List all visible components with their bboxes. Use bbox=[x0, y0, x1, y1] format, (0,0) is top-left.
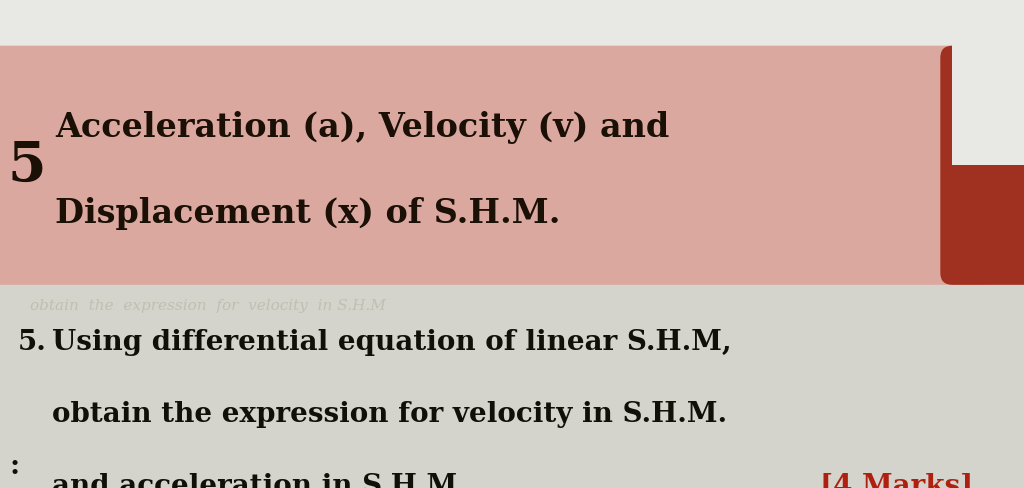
Bar bbox=[0, 273, 1024, 488]
Text: :: : bbox=[10, 452, 20, 480]
Bar bbox=[0, 0, 1024, 59]
Bar bbox=[952, 0, 1024, 166]
Text: [4 Marks]: [4 Marks] bbox=[820, 472, 973, 488]
Text: obtain  the  expression  for  velocity  in S.H.M: obtain the expression for velocity in S.… bbox=[30, 298, 386, 312]
Text: Displacement (x) of S.H.M.: Displacement (x) of S.H.M. bbox=[55, 197, 560, 230]
Text: obtain the expression for velocity in S.H.M.: obtain the expression for velocity in S.… bbox=[52, 400, 727, 427]
FancyBboxPatch shape bbox=[0, 46, 995, 285]
Text: Using differential equation of linear S.H.M,: Using differential equation of linear S.… bbox=[52, 328, 731, 355]
Bar bbox=[952, 37, 1024, 166]
Text: 5: 5 bbox=[8, 139, 47, 193]
Text: 5.: 5. bbox=[18, 328, 47, 355]
Text: Acceleration (a), Velocity (v) and: Acceleration (a), Velocity (v) and bbox=[55, 111, 670, 144]
Text: and acceleration in S.H.M.: and acceleration in S.H.M. bbox=[52, 472, 467, 488]
FancyBboxPatch shape bbox=[940, 46, 1024, 285]
